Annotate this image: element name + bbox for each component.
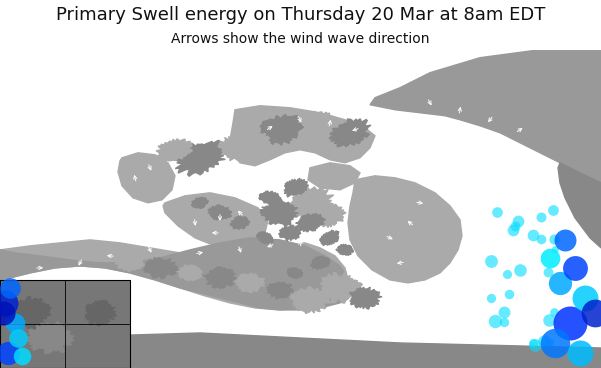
- Polygon shape: [191, 197, 208, 208]
- Point: [510, 223, 519, 229]
- Point: [539, 338, 549, 344]
- Point: [3, 350, 13, 356]
- Polygon shape: [156, 139, 192, 161]
- Polygon shape: [85, 301, 117, 326]
- Point: [508, 227, 517, 233]
- Polygon shape: [230, 216, 250, 229]
- Polygon shape: [259, 191, 281, 205]
- Point: [580, 295, 590, 301]
- Point: [555, 280, 565, 286]
- Point: [492, 209, 501, 215]
- Point: [13, 335, 23, 341]
- Polygon shape: [235, 273, 264, 293]
- Polygon shape: [174, 140, 225, 176]
- Polygon shape: [295, 213, 325, 232]
- Polygon shape: [260, 199, 299, 226]
- Polygon shape: [0, 238, 350, 310]
- Point: [530, 342, 540, 348]
- Polygon shape: [230, 106, 375, 166]
- Point: [590, 310, 600, 316]
- Point: [545, 316, 554, 322]
- Point: [504, 291, 513, 297]
- Polygon shape: [314, 204, 346, 227]
- Polygon shape: [299, 111, 340, 135]
- Polygon shape: [336, 244, 353, 255]
- Point: [490, 318, 500, 324]
- Point: [486, 258, 495, 264]
- Polygon shape: [163, 193, 268, 248]
- Polygon shape: [279, 225, 301, 241]
- Polygon shape: [329, 119, 371, 147]
- Bar: [0, 280, 130, 368]
- Point: [515, 267, 525, 273]
- Polygon shape: [258, 114, 304, 145]
- Point: [502, 270, 512, 276]
- Point: [0, 310, 8, 316]
- Polygon shape: [143, 257, 178, 279]
- Polygon shape: [118, 153, 175, 203]
- Polygon shape: [290, 287, 330, 313]
- Point: [549, 236, 558, 242]
- Point: [543, 269, 553, 275]
- Point: [0, 300, 10, 306]
- Point: [560, 237, 570, 243]
- Polygon shape: [218, 136, 260, 164]
- Polygon shape: [208, 205, 232, 220]
- Polygon shape: [348, 176, 462, 283]
- Point: [549, 309, 559, 315]
- Point: [536, 236, 546, 242]
- Polygon shape: [284, 178, 308, 197]
- Point: [545, 255, 555, 261]
- Polygon shape: [257, 232, 273, 244]
- Polygon shape: [267, 282, 293, 299]
- Text: Primary Swell energy on Thursday 20 Mar at 8am EDT: Primary Swell energy on Thursday 20 Mar …: [56, 6, 545, 24]
- Point: [528, 340, 538, 346]
- Point: [17, 353, 27, 359]
- Polygon shape: [558, 163, 601, 248]
- Point: [528, 232, 538, 238]
- Point: [546, 339, 555, 345]
- Polygon shape: [311, 256, 330, 270]
- Polygon shape: [288, 186, 334, 219]
- Point: [499, 319, 509, 325]
- Polygon shape: [370, 50, 601, 183]
- Polygon shape: [239, 132, 272, 154]
- Point: [499, 308, 509, 314]
- Polygon shape: [287, 268, 303, 279]
- Point: [513, 218, 523, 224]
- Point: [5, 285, 15, 291]
- Polygon shape: [320, 230, 339, 245]
- Polygon shape: [0, 333, 601, 368]
- Point: [536, 214, 546, 220]
- Polygon shape: [47, 284, 84, 310]
- Point: [575, 350, 585, 356]
- Polygon shape: [308, 163, 360, 190]
- Text: Arrows show the wind wave direction: Arrows show the wind wave direction: [171, 32, 430, 46]
- Polygon shape: [26, 322, 74, 354]
- Polygon shape: [319, 272, 362, 303]
- Point: [550, 340, 560, 346]
- Polygon shape: [350, 287, 382, 309]
- Polygon shape: [115, 255, 144, 271]
- Polygon shape: [203, 267, 237, 289]
- Point: [550, 246, 560, 252]
- Point: [10, 320, 20, 326]
- Polygon shape: [8, 296, 51, 329]
- Point: [487, 295, 496, 301]
- Polygon shape: [0, 240, 348, 310]
- Polygon shape: [177, 265, 203, 281]
- Point: [548, 207, 558, 213]
- Point: [565, 320, 575, 326]
- Point: [570, 265, 580, 271]
